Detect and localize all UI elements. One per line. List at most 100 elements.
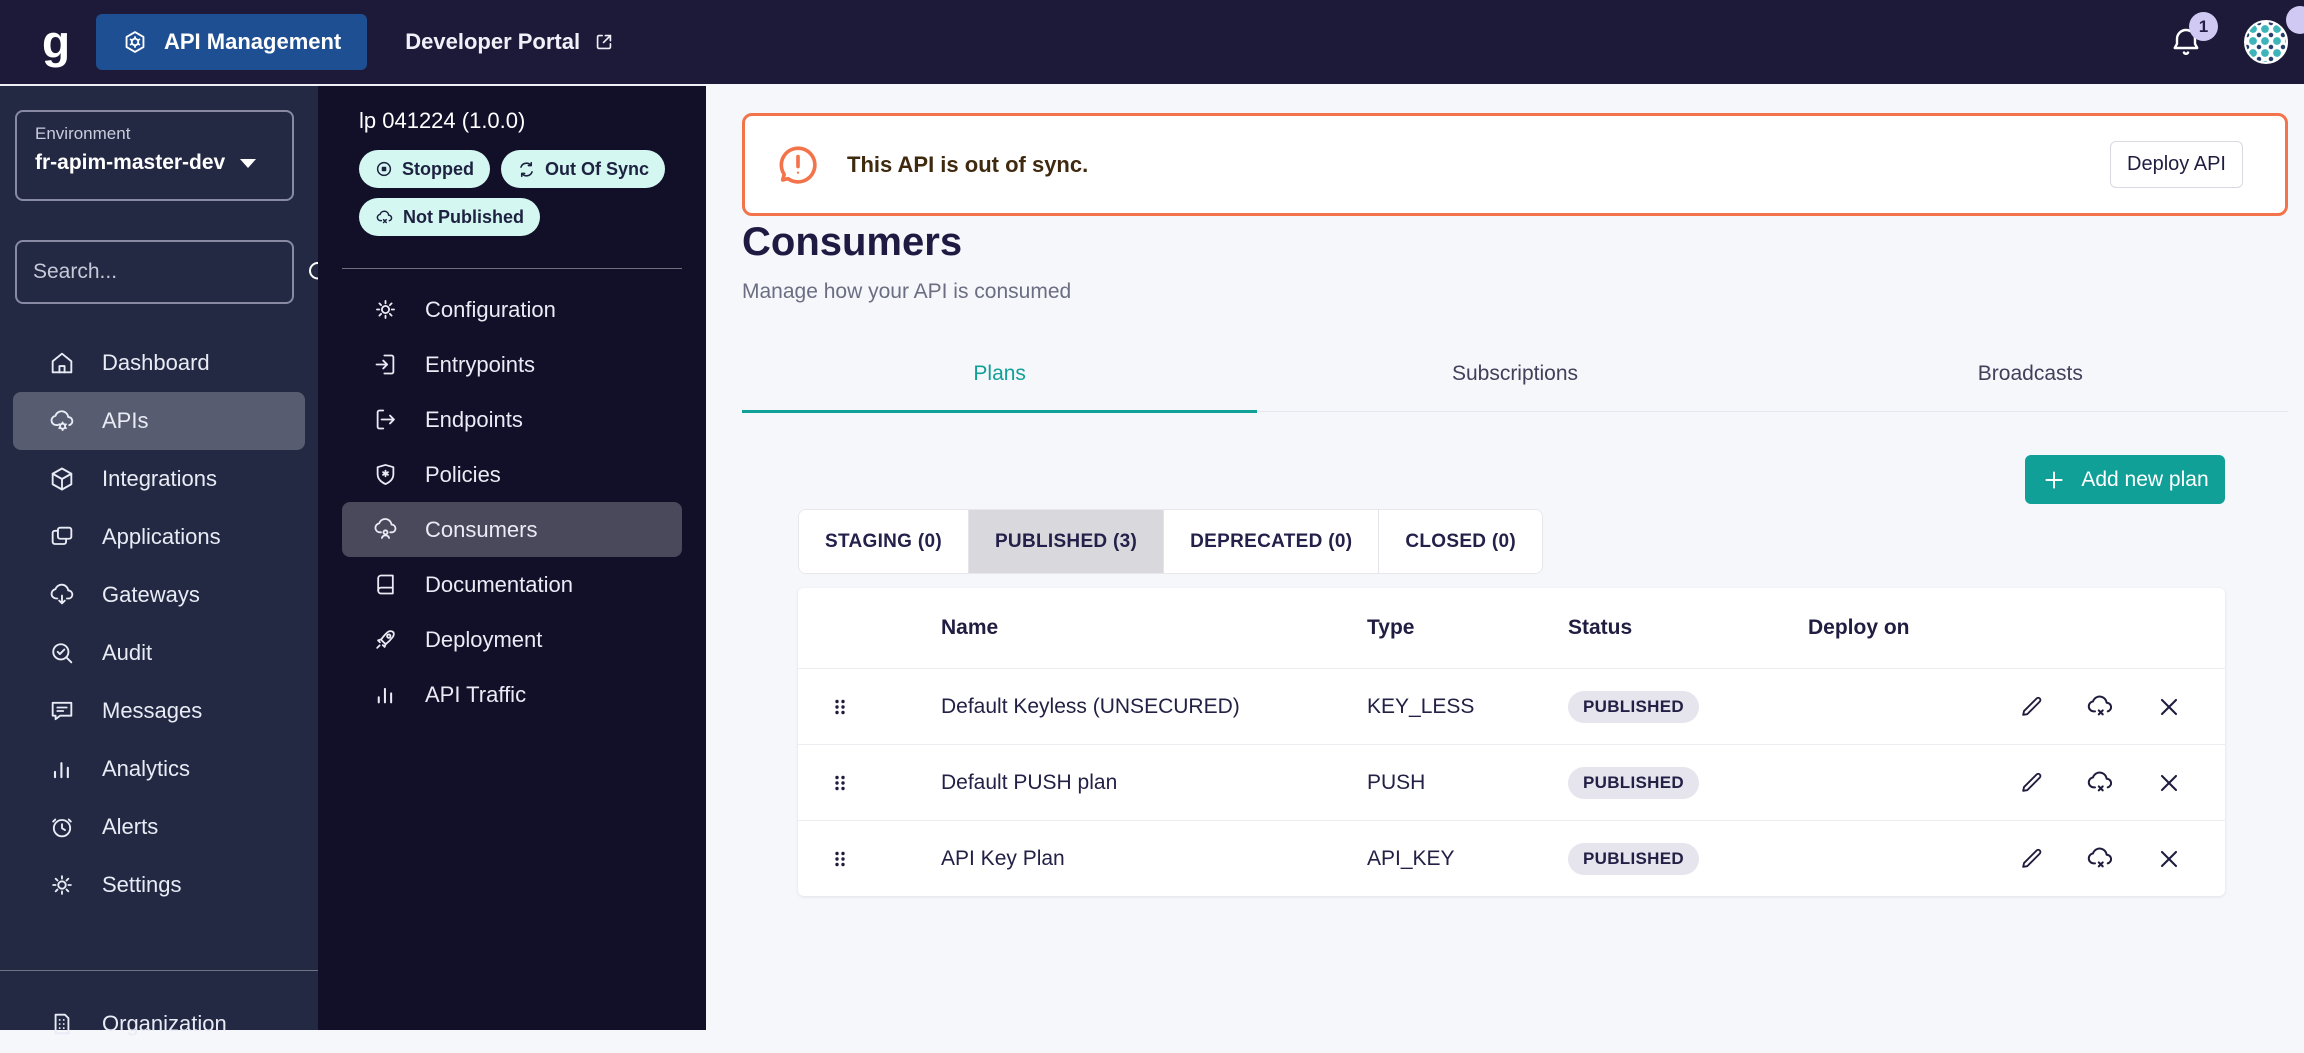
sidebar-footer: Organization (0, 995, 318, 1053)
sidebar-item-label: Settings (102, 872, 182, 897)
table-row: Default Keyless (UNSECURED) KEY_LESS PUB… (798, 668, 2225, 744)
cube-icon (51, 467, 73, 491)
chat-bubble-icon (51, 701, 73, 721)
edit-pencil-icon[interactable] (2017, 693, 2045, 721)
cloud-x-icon[interactable] (2085, 692, 2115, 722)
tab-plans[interactable]: Plans (742, 362, 1258, 413)
add-new-plan-button[interactable]: Add new plan (2025, 455, 2225, 504)
close-x-icon[interactable] (2155, 693, 2183, 721)
plan-name: Default Keyless (UNSECURED) (941, 694, 1240, 718)
sidebar-item-label: APIs (102, 408, 149, 433)
sidebar-item-analytics[interactable]: Analytics (13, 740, 305, 798)
cloud-x-icon[interactable] (2085, 844, 2115, 874)
bar-chart-icon (377, 687, 393, 704)
arrow-in-box-icon (375, 354, 395, 375)
arrow-out-box-icon (376, 409, 395, 430)
avatar-corner-badge (2286, 6, 2304, 34)
api-menu-item-deployment[interactable]: Deployment (342, 612, 682, 667)
plan-type: API_KEY (1367, 846, 1455, 870)
bar-chart-icon (53, 762, 69, 779)
notifications-button[interactable]: 1 (2168, 12, 2218, 60)
api-management-button[interactable]: API Management (96, 14, 368, 70)
api-status-badges: Stopped Out Of Sync Not Published (359, 150, 689, 236)
api-menu-item-configuration[interactable]: Configuration (342, 282, 682, 337)
top-bar: g API Management Developer Portal (0, 0, 2304, 84)
filter-deprecated[interactable]: DEPRECATED (0) (1164, 510, 1380, 573)
api-sidebar-divider (342, 268, 682, 269)
api-menu-item-api-traffic[interactable]: API Traffic (342, 667, 682, 722)
cloud-person-icon (374, 518, 397, 539)
api-menu-label: Consumers (425, 516, 538, 542)
gear-icon (52, 875, 72, 895)
sidebar-item-applications[interactable]: Applications (13, 508, 305, 566)
hexagon-gear-icon (122, 29, 148, 55)
sidebar-search (15, 240, 330, 304)
api-menu-label: Entrypoints (425, 351, 536, 377)
sidebar-item-dashboard[interactable]: Dashboard (13, 334, 305, 392)
api-menu-label: Documentation (425, 571, 573, 597)
sidebar-item-messages[interactable]: Messages (13, 682, 305, 740)
close-x-icon[interactable] (2155, 769, 2183, 797)
alarm-clock-icon (52, 818, 72, 838)
sidebar-item-apis[interactable]: APIs (13, 392, 305, 450)
edit-pencil-icon[interactable] (2017, 769, 2045, 797)
tab-broadcasts[interactable]: Broadcasts (1977, 362, 2083, 385)
status-badge-out-of-sync: Out Of Sync (501, 150, 666, 188)
sidebar-item-audit[interactable]: Audit (13, 624, 305, 682)
cloud-arrow-icon (50, 583, 74, 605)
stop-circle-icon (376, 161, 392, 177)
environment-selector[interactable]: Environment fr-apim-master-dev (15, 110, 294, 201)
filter-published[interactable]: PUBLISHED (3) (968, 510, 1165, 573)
drag-handle-icon[interactable] (828, 846, 852, 872)
deploy-api-button[interactable]: Deploy API (2110, 141, 2243, 188)
sidebar-item-alerts[interactable]: Alerts (13, 798, 305, 856)
api-menu-item-consumers[interactable]: Consumers (342, 502, 682, 557)
sidebar-item-integrations[interactable]: Integrations (13, 450, 305, 508)
search-input[interactable] (33, 260, 304, 284)
sidebar-item-label: Applications (102, 524, 221, 549)
sidebar-item-label: Integrations (102, 466, 217, 491)
sidebar-item-label: Organization (102, 1011, 227, 1036)
environment-label: Environment (35, 124, 131, 143)
gravitee-logo[interactable]: g (41, 16, 71, 68)
drag-handle-icon[interactable] (828, 770, 852, 796)
sidebar-item-settings[interactable]: Settings (13, 856, 305, 914)
add-new-plan-label: Add new plan (2081, 467, 2209, 491)
edit-pencil-icon[interactable] (2017, 845, 2045, 873)
developer-portal-link[interactable]: Developer Portal (405, 29, 615, 55)
badge-label: Out Of Sync (545, 158, 650, 179)
close-x-icon[interactable] (2155, 845, 2183, 873)
api-menu-item-documentation[interactable]: Documentation (342, 557, 682, 612)
search-check-icon (52, 643, 73, 664)
column-type: Type (1367, 616, 1415, 639)
api-menu-label: Deployment (425, 626, 543, 652)
badge-label: Not Published (403, 206, 524, 227)
status-badge-not-published: Not Published (359, 198, 540, 236)
sidebar-item-label: Alerts (102, 814, 159, 839)
plan-status-badge: PUBLISHED (1568, 766, 1699, 799)
sidebar-item-gateways[interactable]: Gateways (13, 566, 305, 624)
plan-name: Default PUSH plan (941, 770, 1118, 794)
out-of-sync-banner: This API is out of sync. Deploy API (742, 113, 2288, 216)
sidebar-item-label: Analytics (102, 756, 191, 781)
notification-count-badge: 1 (2189, 12, 2218, 41)
user-avatar[interactable] (2244, 20, 2288, 64)
api-menu-label: Configuration (425, 296, 556, 322)
chevron-down-icon (240, 158, 257, 168)
sidebar-item-label: Audit (102, 640, 153, 665)
api-menu-label: API Traffic (425, 681, 527, 707)
plans-table: Name Type Status Deploy on Default Keyle… (798, 588, 2225, 896)
filter-staging[interactable]: STAGING (0) (799, 510, 969, 573)
table-row: Default PUSH plan PUSH PUBLISHED (798, 744, 2225, 820)
tab-subscriptions[interactable]: Subscriptions (1451, 362, 1579, 385)
api-menu-item-entrypoints[interactable]: Entrypoints (342, 337, 682, 392)
drag-handle-icon[interactable] (828, 694, 852, 720)
shield-star-icon (376, 464, 395, 485)
cloud-x-icon[interactable] (2085, 768, 2115, 798)
api-menu-item-policies[interactable]: Policies (342, 447, 682, 502)
api-menu-item-endpoints[interactable]: Endpoints (342, 392, 682, 447)
filter-closed[interactable]: CLOSED (0) (1379, 510, 1543, 573)
plan-type: PUSH (1367, 770, 1426, 794)
badge-label: Stopped (402, 158, 474, 179)
sidebar-item-organization[interactable]: Organization (13, 995, 305, 1053)
